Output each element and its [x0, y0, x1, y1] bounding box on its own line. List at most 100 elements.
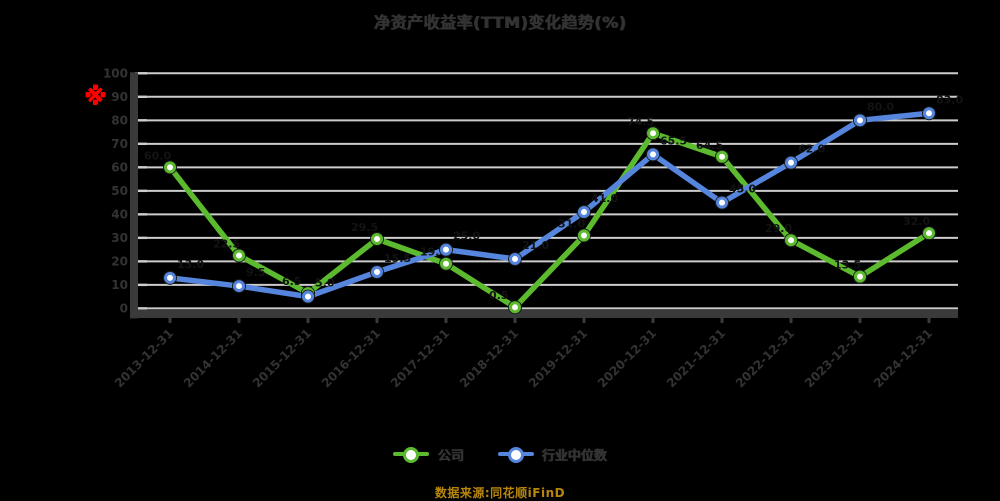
y-axis-tick — [135, 119, 147, 122]
marker-outline — [853, 113, 867, 128]
data-label: 83.0 — [936, 93, 963, 106]
series-0-marker — [785, 234, 797, 247]
y-axis-tick — [135, 95, 147, 99]
series-0-marker — [440, 257, 452, 270]
y-axis-line — [130, 72, 138, 319]
y-tick-label: 50 — [111, 184, 128, 198]
data-label: 25.0 — [453, 230, 480, 243]
data-label: 65.5 — [660, 134, 687, 147]
marker-outline — [784, 155, 798, 170]
x-tick-label: 2024-12-31 — [871, 326, 935, 390]
data-label: 5.0 — [315, 277, 335, 290]
series-0-marker — [716, 150, 728, 163]
marker-outline — [301, 289, 315, 304]
y-tick-label: 0 — [120, 301, 128, 315]
y-tick-label: 80 — [111, 113, 128, 127]
marker-outline — [232, 248, 246, 263]
x-axis-tick — [858, 318, 862, 323]
y-axis-tick — [135, 283, 147, 287]
red-reference-mark: ※ — [84, 84, 107, 110]
series-1-marker — [647, 148, 659, 161]
x-tick-label: 2017-12-31 — [388, 326, 452, 390]
series-1-marker — [302, 290, 314, 303]
x-axis-tick — [720, 318, 724, 323]
legend-marker-industry-icon — [497, 447, 534, 463]
y-tick-label: 90 — [111, 90, 128, 104]
legend-label-industry-median: 行业中位数 — [541, 448, 607, 464]
series-0-marker — [647, 127, 659, 140]
marker-outline — [370, 264, 384, 279]
data-label: 31.0 — [558, 218, 585, 231]
series-1-marker — [440, 243, 452, 256]
y-axis-tick — [135, 142, 147, 146]
x-tick-label: 2019-12-31 — [526, 326, 590, 390]
series-0-marker — [233, 249, 245, 262]
x-axis-tick — [927, 318, 931, 323]
y-axis-tick — [135, 213, 147, 216]
x-tick-label: 2018-12-31 — [457, 326, 521, 390]
x-axis-line — [130, 310, 958, 318]
chart-title: 净资产收益率(TTM)变化趋势(%) — [373, 13, 627, 32]
x-tick-label: 2023-12-31 — [802, 326, 866, 390]
x-axis-tick — [237, 318, 241, 323]
x-axis-tick — [306, 318, 310, 323]
marker-outline — [646, 126, 660, 141]
x-axis-tick — [513, 318, 517, 323]
data-label: 29.0 — [765, 222, 792, 235]
marker-outline — [715, 195, 729, 210]
data-label: 62.0 — [798, 143, 825, 156]
x-axis-tick — [651, 318, 655, 323]
marker-outline — [370, 232, 384, 247]
marker-outline — [577, 205, 591, 220]
data-label: 29.5 — [351, 221, 378, 234]
y-axis-tick — [135, 189, 147, 193]
series-1-marker — [785, 156, 797, 169]
series-0-marker — [578, 229, 590, 242]
y-axis-tick — [135, 307, 147, 310]
marker-outline — [922, 106, 936, 121]
marker-outline — [853, 269, 867, 284]
series-1-marker — [578, 206, 590, 219]
y-tick-label: 70 — [111, 137, 128, 151]
marker-outline — [439, 256, 453, 271]
x-axis-tick — [444, 318, 448, 323]
y-axis-tick — [135, 166, 147, 169]
series-1-marker — [371, 265, 383, 278]
y-axis-tick — [135, 260, 147, 263]
marker-outline — [646, 147, 660, 162]
x-tick-label: 2015-12-31 — [250, 326, 314, 390]
data-label: 80.0 — [867, 100, 894, 113]
data-label: 15.5 — [384, 252, 411, 265]
series-1-marker — [923, 107, 935, 120]
data-label: 64.5 — [696, 139, 723, 152]
series-1-marker — [164, 271, 176, 284]
series-0-marker — [509, 301, 521, 314]
marker-outline — [508, 300, 522, 315]
data-label: 45.0 — [729, 183, 756, 196]
data-label: 13.0 — [177, 258, 204, 271]
data-label: 0.5 — [489, 289, 509, 302]
marker-outline — [163, 160, 177, 175]
marker-outline — [715, 149, 729, 164]
data-label: 60.0 — [144, 149, 171, 162]
series-0-marker — [854, 270, 866, 283]
x-axis-tick — [789, 318, 793, 323]
data-label: 9.5 — [246, 266, 266, 279]
marker-outline — [163, 270, 177, 285]
y-tick-label: 20 — [111, 254, 128, 268]
marker-outline — [232, 279, 246, 294]
series-1-marker — [509, 253, 521, 266]
legend-marker-company-icon — [393, 447, 430, 463]
chart-legend: 公司 行业中位数 — [0, 441, 1000, 467]
x-axis-tick — [375, 318, 379, 323]
legend-label-company: 公司 — [437, 448, 464, 464]
x-tick-label: 2020-12-31 — [595, 326, 659, 390]
data-label: 6.5 — [282, 275, 302, 288]
y-tick-label: 60 — [111, 160, 128, 174]
y-axis-tick — [135, 236, 147, 240]
marker-outline — [577, 228, 591, 243]
x-tick-label: 2016-12-31 — [319, 326, 383, 390]
data-label: 22.5 — [213, 238, 240, 251]
x-tick-label: 2021-12-31 — [664, 326, 728, 390]
